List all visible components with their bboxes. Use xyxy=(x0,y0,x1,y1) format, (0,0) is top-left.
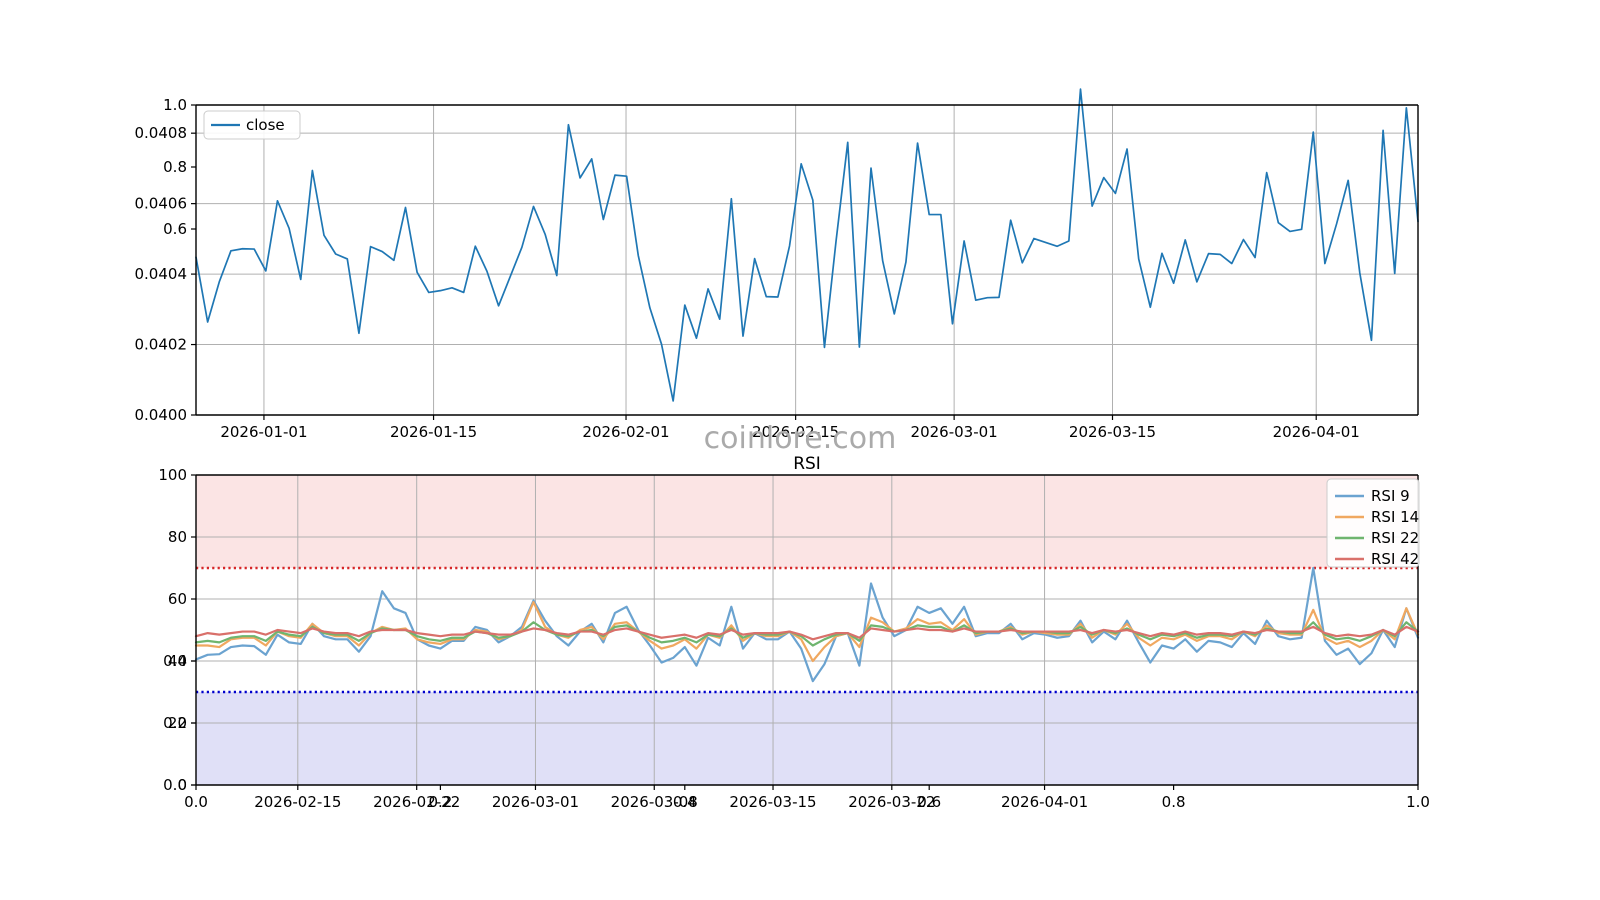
rsi-xtick-date-label: 2026-02-15 xyxy=(254,793,341,811)
price-x-axis-ticks: 2026-01-01 2026-01-15 2026-02-01 2026-02-15… xyxy=(220,415,1360,441)
rsi-band xyxy=(196,475,1418,568)
rsi-ytick-label: 0 xyxy=(177,776,187,794)
rsi-xtick-date-label: 2026-02-22 xyxy=(373,793,460,811)
rsi-xtick-norm-label: 0.2 xyxy=(428,793,452,811)
price-ytick-label: 0.0402 xyxy=(135,336,188,354)
rsi-ytick-norm-label: 0.2 xyxy=(163,714,187,732)
rsi-ytick-label: 40 xyxy=(168,652,187,670)
rsi-legend[interactable]: RSI 9 RSI 14 RSI 22 RSI 42 xyxy=(1326,478,1420,568)
price-ytick-label: 0.0404 xyxy=(135,265,188,283)
rsi-xtick-norm-label: 1.0 xyxy=(1406,793,1430,811)
price-xtick-label: 2026-03-01 xyxy=(911,423,998,441)
rsi-ytick-norm-label: 0.0 xyxy=(163,776,187,794)
rsi-xtick-date-label: 2026-03-22 xyxy=(848,793,935,811)
rsi-xtick-date-label: 2026-03-01 xyxy=(492,793,579,811)
rsi-legend-box xyxy=(1326,478,1420,568)
price-legend-box xyxy=(203,110,301,140)
rsi-threshold-lines xyxy=(196,566,1418,694)
price-xtick-label: 2026-02-01 xyxy=(582,423,669,441)
rsi-y-axis-normalized-ticks: 0.0 0.2 0.4 xyxy=(163,652,196,794)
rsi-panel-title: RSI xyxy=(793,454,821,474)
rsi-xtick-date-label: 2026-03-08 xyxy=(611,793,698,811)
rsi-xtick-norm-label: 0.6 xyxy=(917,793,941,811)
price-xtick-label: 2026-03-15 xyxy=(1069,423,1156,441)
rsi-ytick-label: 80 xyxy=(168,528,187,546)
price-line-close xyxy=(195,88,1419,402)
rsi-xtick-norm-label: 0.4 xyxy=(673,793,697,811)
price-legend[interactable]: close xyxy=(203,110,301,140)
rsi-ytick-label: 20 xyxy=(168,714,187,732)
rsi-y-axis-ticks: 0 20 40 60 80 100 xyxy=(158,466,196,794)
price-ytick-label: 0.0408 xyxy=(135,124,188,142)
rsi-band xyxy=(196,692,1418,785)
price-series-close xyxy=(195,88,1419,402)
rsi-legend-label-0: RSI 9 xyxy=(1371,487,1410,505)
rsi-xtick-date-label: 2026-04-01 xyxy=(1001,793,1088,811)
price-xtick-label: 2026-01-01 xyxy=(220,423,307,441)
rsi-series-group xyxy=(194,566,1420,683)
rsi-xtick-norm-label: 0.0 xyxy=(184,793,208,811)
rsi-x-axis-normalized-ticks: 0.0 0.2 0.4 0.6 0.8 1.0 xyxy=(184,785,1430,811)
price-axes-spines xyxy=(195,104,1419,416)
rsi-legend-label-1: RSI 14 xyxy=(1371,508,1419,526)
rsi-xtick-date-label: 2026-03-15 xyxy=(729,793,816,811)
price-gridlines xyxy=(196,105,1418,416)
rsi-xtick-norm-label: 0.8 xyxy=(1162,793,1186,811)
watermark-coinlore: coinlore.com xyxy=(704,421,897,456)
rsi-ytick-norm-label: 0.4 xyxy=(163,652,187,670)
rsi-ytick-label: 60 xyxy=(168,590,187,608)
rsi-line-rsi-42 xyxy=(194,625,1420,641)
price-xtick-label: 2026-02-15 xyxy=(752,423,839,441)
price-ytick-norm-label: 1.0 xyxy=(163,96,187,114)
rsi-ytick-label: 100 xyxy=(158,466,187,484)
price-ytick-label: 0.0400 xyxy=(135,406,188,424)
price-ytick-norm-label: 0.8 xyxy=(163,158,187,176)
price-y-axis-price-ticks: 0.0400 0.0402 0.0404 0.0406 0.0408 xyxy=(135,124,196,424)
rsi-threshold-bands xyxy=(196,475,1418,785)
price-ytick-norm-label: 0.6 xyxy=(163,220,187,238)
rsi-axes-spines xyxy=(195,474,1419,786)
price-y-axis-normalized-ticks: 0.6 0.8 1.0 xyxy=(163,96,196,238)
price-plot-background xyxy=(196,105,1418,415)
price-panel: 0.0400 0.0402 0.0404 0.0406 0.0408 0.6 0.8 1.0… xyxy=(135,88,1419,441)
price-ytick-label: 0.0406 xyxy=(135,195,188,213)
price-xtick-label: 2026-01-15 xyxy=(390,423,477,441)
price-legend-label-close: close xyxy=(246,116,285,134)
rsi-x-axis-date-ticks: 2026-02-15 2026-02-22 2026-03-01 2026-03-08… xyxy=(254,785,1088,811)
rsi-legend-label-3: RSI 42 xyxy=(1371,550,1419,568)
price-xtick-label: 2026-04-01 xyxy=(1273,423,1360,441)
rsi-legend-label-2: RSI 22 xyxy=(1371,529,1419,547)
rsi-line-rsi-9 xyxy=(194,566,1420,683)
